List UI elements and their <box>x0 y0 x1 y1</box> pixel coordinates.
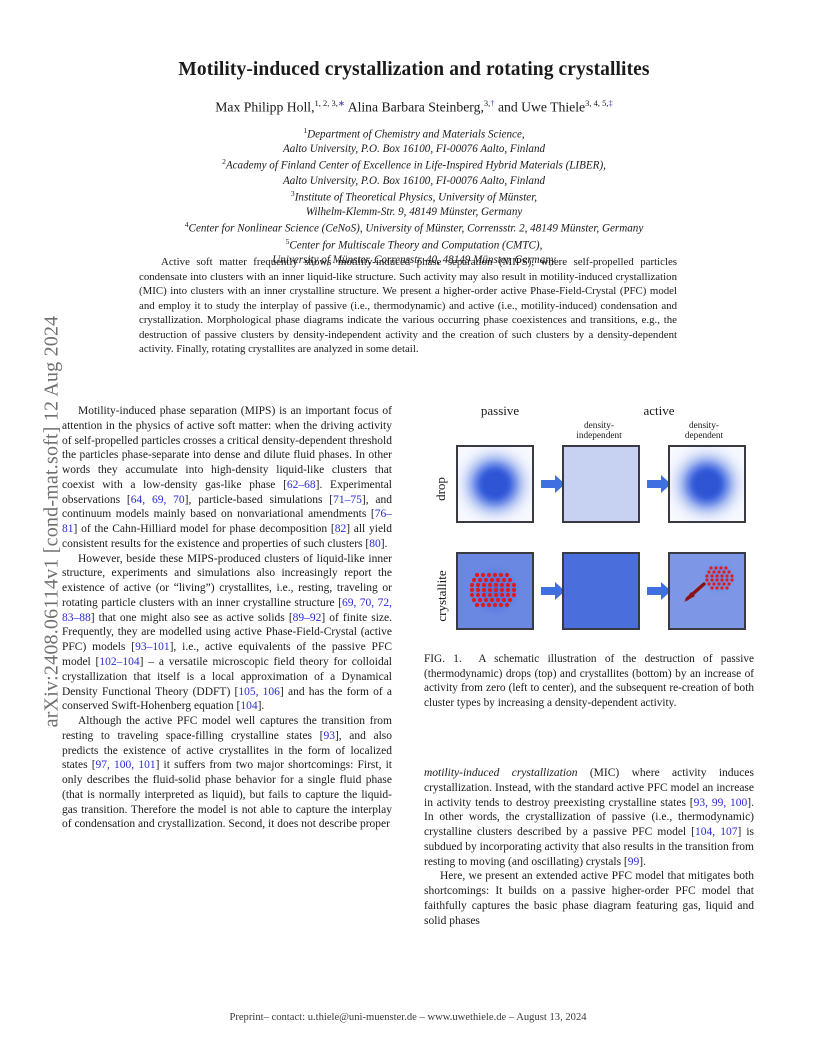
affiliation-text: Academy of Finland Center of Excellence … <box>225 159 606 172</box>
right-arrow-icon <box>646 472 672 496</box>
citation-ref[interactable]: 93, 99, 100 <box>693 796 748 809</box>
panel-crystallite-density-independent <box>562 552 640 630</box>
affiliation-text: Aalto University, P.O. Box 16100, FI-000… <box>282 143 546 156</box>
figure-column-heading-passive: passive <box>480 403 520 418</box>
rotation-arrow-icon <box>684 582 706 602</box>
citation-ref[interactable]: 104 <box>240 700 258 713</box>
figure-column-heading-active: active <box>643 403 675 418</box>
crystal-lattice-icon <box>467 563 523 619</box>
author-2-footnote-mark[interactable]: † <box>490 98 495 109</box>
arxiv-stamp: arXiv:2408.06114v1 [cond-mat.soft] 12 Au… <box>40 315 63 728</box>
citation-ref[interactable]: 71–75 <box>333 493 362 506</box>
figure-row-label-crystallite: crystallite <box>434 570 449 622</box>
citation-ref[interactable]: 93–101 <box>135 641 170 654</box>
affiliation-index: 3 <box>290 188 295 198</box>
author-3-affil-marks: 3, 4, 5, <box>585 98 609 109</box>
paragraph-active-crystallites: However, beside these MIPS-produced clus… <box>62 552 393 713</box>
citation-ref[interactable]: 82 <box>334 523 347 536</box>
panel-drop-density-independent <box>562 445 640 523</box>
affiliation-item: 3Institute of Theoretical Physics, Unive… <box>96 189 732 206</box>
figure-caption-text: A schematic illustration of the destruct… <box>424 653 754 710</box>
panel-drop-passive <box>456 445 534 523</box>
paragraph-mic-discussion: motility-induced crystallization (MIC) w… <box>424 767 755 868</box>
affiliation-text: Aalto University, P.O. Box 16100, FI-000… <box>282 174 546 187</box>
citation-ref[interactable]: 93 <box>323 729 335 742</box>
title-block: Motility-induced crystallization and rot… <box>96 58 732 268</box>
affiliation-item: 4Center for Nonlinear Science (CeNoS), U… <box>96 220 732 237</box>
affiliation-index: 2 <box>222 157 226 167</box>
affiliation-item: 5Center for Multiscale Theory and Comput… <box>96 237 732 254</box>
affiliation-text: University of Münster, Corrensstr. 40, 4… <box>272 254 556 267</box>
panel-drop-density-dependent <box>668 445 746 523</box>
drop-density-field <box>458 447 532 521</box>
right-arrow-icon <box>540 472 566 496</box>
crystallite-density-field <box>458 554 532 628</box>
abstract-text: Active soft matter frequently shows moti… <box>139 256 677 356</box>
right-arrow-icon <box>646 579 672 603</box>
crystal-lattice-icon <box>684 559 738 602</box>
citation-ref[interactable]: 62–68 <box>286 478 316 491</box>
column-right: motility-induced crystallization (MIC) w… <box>424 766 754 928</box>
figure-caption-label: FIG. 1. <box>424 653 462 665</box>
paragraph-intro-mips: Motility-induced phase separation (MIPS)… <box>62 405 393 550</box>
affiliation-item: Aalto University, P.O. Box 16100, FI-000… <box>96 142 732 157</box>
right-arrow-icon <box>540 579 566 603</box>
affiliation-index: 4 <box>184 220 189 230</box>
author-1-name: Max Philipp Holl, <box>215 99 315 115</box>
citation-ref[interactable]: 97, 100, 101 <box>95 759 156 772</box>
affiliation-text: Wilhelm-Klemm-Str. 9, 48149 Münster, Ger… <box>305 206 523 219</box>
author-3-name: Uwe Thiele <box>521 99 586 115</box>
affiliation-index: 5 <box>285 236 290 246</box>
affiliation-item: Aalto University, P.O. Box 16100, FI-000… <box>96 174 732 189</box>
citation-ref[interactable]: 76–81 <box>62 508 392 536</box>
paper-title: Motility-induced crystallization and rot… <box>178 59 650 80</box>
affiliation-index: 1 <box>303 125 308 135</box>
paragraph-model-overview: Here, we present an extended active PFC … <box>424 870 754 927</box>
drop-density-field <box>564 447 638 521</box>
affiliation-item: University of Münster, Corrensstr. 40, 4… <box>96 253 732 268</box>
figure-graphic: passive active density- independent dens… <box>424 404 754 639</box>
panel-crystallite-passive <box>456 552 534 630</box>
affiliation-text: Institute of Theoretical Physics, Univer… <box>294 191 538 204</box>
citation-ref[interactable]: 89–92 <box>292 611 322 624</box>
affiliation-list: 1Department of Chemistry and Materials S… <box>96 126 732 269</box>
affiliation-text: Center for Multiscale Theory and Computa… <box>289 239 543 252</box>
author-1-affil-marks: 1, 2, 3, <box>314 98 338 109</box>
affiliation-item: 2Academy of Finland Center of Excellence… <box>96 157 732 174</box>
affiliation-item: Wilhelm-Klemm-Str. 9, 48149 Münster, Ger… <box>96 205 732 220</box>
figure-row-label-drop: drop <box>433 477 448 501</box>
author-conjunction: and <box>497 99 518 115</box>
drop-density-field <box>670 447 744 521</box>
figure-1: passive active density- independent dens… <box>424 404 754 639</box>
page-footer: Preprint– contact: u.thiele@uni-muenster… <box>229 1012 587 1023</box>
citation-ref[interactable]: 64, 69, 70 <box>130 493 185 506</box>
crystallite-density-field <box>564 554 638 628</box>
author-2-name: Alina Barbara Steinberg, <box>347 99 484 115</box>
column-left: Motility-induced phase separation (MIPS)… <box>62 404 392 832</box>
citation-ref[interactable]: 69, 70, 72, 83–88 <box>62 596 392 624</box>
affiliation-text: Department of Chemistry and Materials Sc… <box>307 128 525 141</box>
emphasis-term: motility-induced crystallization <box>424 767 578 779</box>
citation-ref[interactable]: 99 <box>627 855 640 868</box>
author-3-footnote-mark[interactable]: ‡ <box>608 98 613 109</box>
author-2-affil-marks: 3, <box>483 98 491 109</box>
figure-subheading-density-dependent: density- dependent <box>684 421 724 442</box>
affiliation-item: 1Department of Chemistry and Materials S… <box>96 126 732 143</box>
crystallite-density-field <box>670 554 744 628</box>
citation-ref[interactable]: 104, 107 <box>695 826 738 839</box>
author-list: Max Philipp Holl,1, 2, 3,∗ Alina Barbara… <box>96 98 732 116</box>
panel-crystallite-density-dependent <box>668 552 746 630</box>
citation-ref[interactable]: 102–104 <box>99 656 140 669</box>
figure-subheading-density-independent: density- independent <box>576 421 622 442</box>
citation-ref[interactable]: 80 <box>369 537 381 550</box>
abstract: Active soft matter frequently shows moti… <box>139 255 677 357</box>
figure-caption: FIG. 1. A schematic illustration of the … <box>424 652 754 711</box>
paragraph-shortcomings: Although the active PFC model well captu… <box>62 715 392 831</box>
citation-ref[interactable]: 105, 106 <box>238 685 280 698</box>
affiliation-text: Center for Nonlinear Science (CeNoS), Un… <box>188 222 644 235</box>
author-1-footnote-mark[interactable]: ∗ <box>337 98 346 109</box>
